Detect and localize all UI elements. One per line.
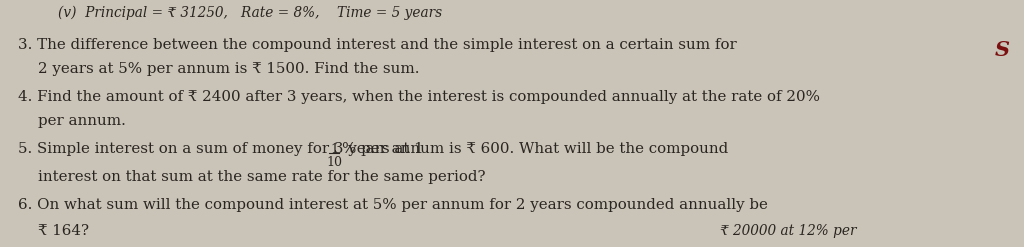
Text: 2 years at 5% per annum is ₹ 1500. Find the sum.: 2 years at 5% per annum is ₹ 1500. Find … [38, 62, 420, 76]
Text: per annum.: per annum. [38, 114, 126, 128]
Text: S: S [995, 40, 1010, 60]
Text: 5. Simple interest on a sum of money for 3 years at 1: 5. Simple interest on a sum of money for… [18, 142, 424, 156]
Text: % per annum is ₹ 600. What will be the compound: % per annum is ₹ 600. What will be the c… [342, 142, 728, 156]
Text: 1: 1 [330, 143, 338, 156]
Text: ₹ 164?: ₹ 164? [38, 224, 89, 238]
Text: 6. On what sum will the compound interest at 5% per annum for 2 years compounded: 6. On what sum will the compound interes… [18, 198, 768, 212]
Text: 10: 10 [326, 156, 342, 169]
Text: ₹ 20000 at 12% per: ₹ 20000 at 12% per [720, 224, 856, 238]
Text: (v)  Principal = ₹ 31250,   Rate = 8%,    Time = 5 years: (v) Principal = ₹ 31250, Rate = 8%, Time… [58, 6, 442, 21]
Text: 3. The difference between the compound interest and the simple interest on a cer: 3. The difference between the compound i… [18, 38, 736, 52]
Text: 4. Find the amount of ₹ 2400 after 3 years, when the interest is compounded annu: 4. Find the amount of ₹ 2400 after 3 yea… [18, 90, 820, 104]
Text: interest on that sum at the same rate for the same period?: interest on that sum at the same rate fo… [38, 170, 485, 184]
